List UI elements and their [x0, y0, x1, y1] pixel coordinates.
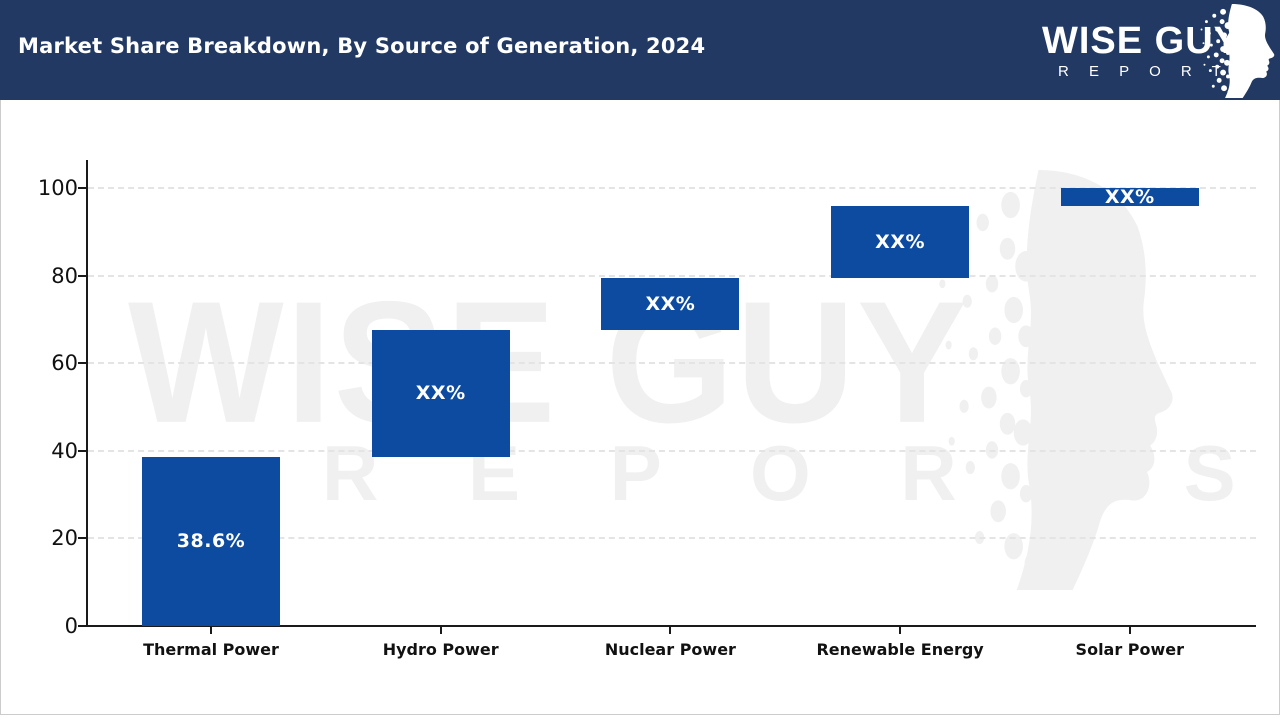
y-tick-label: 60 — [51, 351, 78, 375]
bar-value-label: XX% — [1104, 185, 1155, 208]
y-tick-mark — [78, 449, 87, 452]
y-tick-mark — [78, 362, 87, 364]
gridline-20 — [88, 537, 1256, 539]
x-tick-mark — [210, 627, 212, 634]
x-category-label: Hydro Power — [382, 640, 499, 659]
y-tick-mark — [78, 187, 87, 189]
y-tick-mark — [78, 274, 87, 277]
bar-nuclear-power — [601, 277, 740, 331]
y-tick-label: 100 — [37, 176, 78, 200]
bar-value-label: 38.6% — [176, 530, 246, 553]
x-tick-mark — [439, 627, 442, 634]
x-tick-mark — [899, 627, 902, 634]
y-axis-line — [86, 160, 88, 627]
x-tick-mark — [669, 627, 672, 634]
y-tick-label: 80 — [51, 263, 78, 288]
y-tick-mark — [78, 537, 87, 539]
header-bar: Market Share Breakdown, By Source of Gen… — [0, 0, 1280, 100]
y-tick-label: 20 — [51, 526, 78, 550]
y-tick-label: 40 — [51, 438, 78, 463]
logo-subtitle: R E P O R T S — [1058, 63, 1259, 80]
x-category-label: Renewable Energy — [816, 640, 984, 659]
watermark-text: WISE GUY — [128, 265, 970, 459]
bar-value-label: XX% — [415, 382, 466, 405]
x-axis-line — [80, 625, 1256, 627]
x-category-label: Solar Power — [1075, 640, 1185, 659]
y-tick-label: 0 — [64, 613, 78, 638]
gridline-100 — [88, 187, 1256, 189]
bar-hydro-power — [371, 330, 510, 457]
logo-wordmark: WISE GUY — [1042, 20, 1241, 62]
bar-solar-power — [1060, 188, 1199, 206]
x-category-label: Nuclear Power — [604, 640, 736, 659]
bar-renewable-energy — [831, 205, 970, 278]
gridline-60 — [88, 362, 1256, 364]
page-title: Market Share Breakdown, By Source of Gen… — [18, 34, 706, 58]
bar-thermal-power — [142, 456, 280, 626]
x-tick-mark — [1128, 627, 1131, 634]
y-tick-mark — [78, 624, 87, 627]
bar-value-label: XX% — [645, 292, 696, 315]
x-category-label: Thermal Power — [143, 640, 279, 659]
bar-value-label: XX% — [875, 230, 926, 253]
gridline-80 — [88, 274, 1256, 277]
gridline-40 — [88, 449, 1256, 452]
